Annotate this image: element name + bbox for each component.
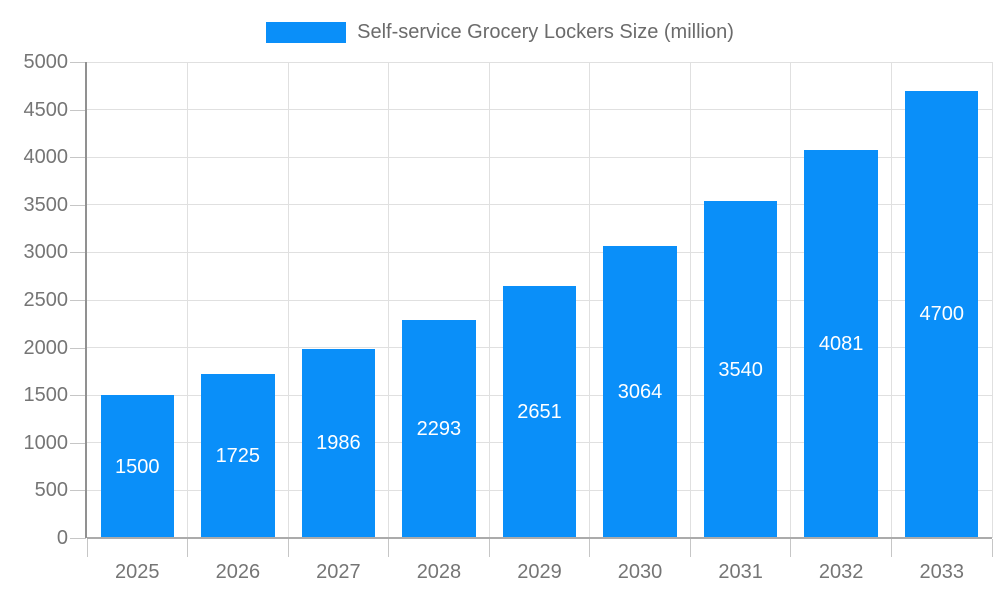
v-gridline: [589, 62, 591, 538]
y-tick-label: 500: [34, 479, 68, 502]
x-tick: [187, 539, 189, 557]
bar-value-label: 1725: [215, 444, 261, 467]
y-tick-label: 3000: [23, 241, 69, 264]
y-tick-label: 0: [56, 527, 68, 549]
x-tick-label: 2029: [517, 561, 562, 583]
h-gridline: [87, 109, 992, 111]
y-axis-line: [85, 62, 87, 538]
legend[interactable]: Self-service Grocery Lockers Size (milli…: [0, 14, 1000, 50]
x-tick-label: 2031: [718, 561, 763, 583]
bar-value-label: 3540: [718, 358, 763, 381]
y-tick: [70, 157, 86, 159]
x-tick-label: 2027: [316, 561, 361, 583]
bar-value-label: 1986: [316, 432, 361, 455]
bar-value-label: 4700: [919, 303, 964, 326]
x-tick-label: 2030: [617, 561, 663, 583]
bar-2032[interactable]: 4081: [804, 149, 878, 538]
y-tick: [70, 538, 86, 539]
x-tick-label: 2028: [416, 561, 462, 583]
bar-2033[interactable]: 4700: [905, 90, 979, 538]
h-gridline: [87, 156, 992, 158]
legend-swatch: [266, 21, 347, 43]
v-gridline: [991, 62, 993, 538]
x-tick-label: 2032: [818, 561, 864, 583]
y-tick: [70, 109, 86, 111]
x-tick: [890, 539, 892, 557]
y-tick: [70, 204, 86, 206]
y-tick: [70, 442, 86, 444]
y-tick: [70, 300, 86, 301]
x-tick: [589, 539, 591, 557]
y-tick-label: 1500: [23, 384, 69, 407]
bar-2031[interactable]: 3540: [703, 201, 778, 538]
bar-2025[interactable]: 1500: [100, 395, 174, 538]
h-gridline: [87, 61, 992, 63]
y-tick-label: 2500: [23, 289, 69, 311]
bar-2026[interactable]: 1725: [201, 373, 275, 538]
v-gridline: [488, 62, 490, 538]
x-axis-line: [87, 537, 992, 539]
bar-2027[interactable]: 1986: [301, 348, 376, 538]
x-tick: [86, 539, 88, 557]
bar-2030[interactable]: 3064: [603, 246, 677, 538]
y-tick: [70, 347, 86, 349]
x-tick: [991, 539, 993, 557]
x-tick-label: 2033: [919, 561, 964, 583]
bar-value-label: 2293: [416, 417, 462, 440]
v-gridline: [287, 62, 289, 538]
bar-value-label: 1500: [115, 455, 160, 478]
y-tick: [70, 252, 86, 254]
y-tick: [70, 62, 86, 63]
x-tick-label: 2026: [215, 561, 261, 583]
x-tick: [388, 539, 390, 557]
x-tick-label: 2025: [115, 561, 160, 583]
plot-area: 1500 1725 1986 2293 2651 3064 3540 4081 4700: [87, 61, 993, 538]
x-tick: [790, 539, 792, 557]
x-tick: [488, 539, 490, 557]
v-gridline: [689, 62, 691, 538]
y-tick-label: 4500: [23, 98, 69, 121]
bar-value-label: 3064: [617, 381, 663, 404]
x-tick: [287, 539, 289, 557]
v-gridline: [890, 62, 892, 538]
bar-2028[interactable]: 2293: [402, 319, 476, 538]
bar-2029[interactable]: 2651: [502, 285, 577, 538]
legend-label: Self-service Grocery Lockers Size (milli…: [357, 20, 734, 43]
v-gridline: [388, 62, 390, 538]
y-tick: [70, 395, 86, 397]
y-tick-label: 5000: [23, 51, 69, 73]
y-tick: [70, 490, 86, 492]
y-tick-label: 2000: [23, 336, 69, 359]
y-tick-label: 1000: [23, 431, 69, 454]
h-gridline: [87, 204, 992, 206]
y-tick-label: 3500: [23, 193, 69, 216]
v-gridline: [187, 62, 189, 538]
bar-value-label: 2651: [517, 400, 562, 423]
v-gridline: [790, 62, 792, 538]
y-tick-label: 4000: [23, 146, 69, 169]
x-tick: [689, 539, 691, 557]
bar-value-label: 4081: [818, 332, 864, 355]
h-gridline: [87, 251, 992, 253]
